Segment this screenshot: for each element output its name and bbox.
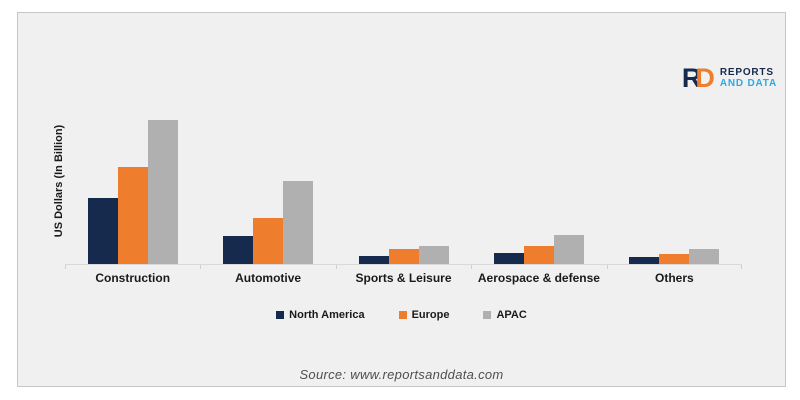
legend-swatch-icon <box>398 311 407 319</box>
logo-line1: REPORTS <box>719 67 774 78</box>
category-label: Construction <box>95 271 171 285</box>
bar-apac <box>689 249 720 264</box>
bar-north-america <box>358 256 389 264</box>
category-label: Others <box>654 271 694 285</box>
bar-apac <box>147 119 178 264</box>
legend-swatch-icon <box>483 311 492 319</box>
bar-north-america <box>87 198 118 264</box>
category-labels: Construction Automotive Sports & Leisure Ae… <box>65 271 742 285</box>
bar-group <box>65 105 200 264</box>
category-label: Aerospace & defense <box>477 271 600 285</box>
axis-tick <box>471 265 473 269</box>
category-label: Sports & Leisure <box>355 271 452 285</box>
axis-tick <box>741 265 742 269</box>
bar-europe <box>117 166 148 264</box>
bar-north-america <box>629 257 660 264</box>
bar-north-america <box>493 253 524 264</box>
bar-group <box>471 105 606 264</box>
bar-europe <box>253 218 284 264</box>
legend-label: Europe <box>411 309 450 321</box>
legend: North America Europe APAC <box>18 309 785 321</box>
bar-europe <box>523 246 554 264</box>
legend-label: North America <box>289 309 365 321</box>
bar-group <box>336 105 471 264</box>
logo-text: REPORTS AND DATA <box>719 67 777 89</box>
legend-item-north-america: North America <box>276 309 365 321</box>
bar-apac <box>283 180 314 264</box>
logo-line2: AND DATA <box>719 77 777 89</box>
bar-group <box>607 105 742 264</box>
legend-swatch-icon <box>276 311 285 319</box>
legend-item-europe: Europe <box>398 309 450 321</box>
axis-tick <box>335 265 337 269</box>
legend-label: APAC <box>496 309 527 321</box>
axis-tick <box>200 265 202 269</box>
axis-tick <box>606 265 608 269</box>
category-label: Automotive <box>235 271 302 285</box>
chart-panel: R D REPORTS AND DATA US Dollars (In Bill… <box>17 12 786 387</box>
bar-europe <box>659 254 690 264</box>
source-text: Source: www.reportsanddata.com <box>299 367 504 382</box>
bar-apac <box>553 235 584 264</box>
logo-rd-icon: R D <box>682 65 715 92</box>
bar-groups <box>65 105 742 265</box>
y-axis-label: US Dollars (In Billion) <box>53 124 65 238</box>
reports-and-data-logo: R D REPORTS AND DATA <box>682 65 777 92</box>
bar-apac <box>418 246 449 264</box>
x-axis-ticks <box>65 265 742 269</box>
bar-europe <box>388 249 419 264</box>
logo-d-glyph: D <box>695 63 715 93</box>
bar-group <box>200 105 335 264</box>
axis-tick <box>65 265 66 269</box>
bar-north-america <box>223 236 254 264</box>
logo-r-glyph: R <box>681 63 701 93</box>
legend-item-apac: APAC <box>483 309 527 321</box>
